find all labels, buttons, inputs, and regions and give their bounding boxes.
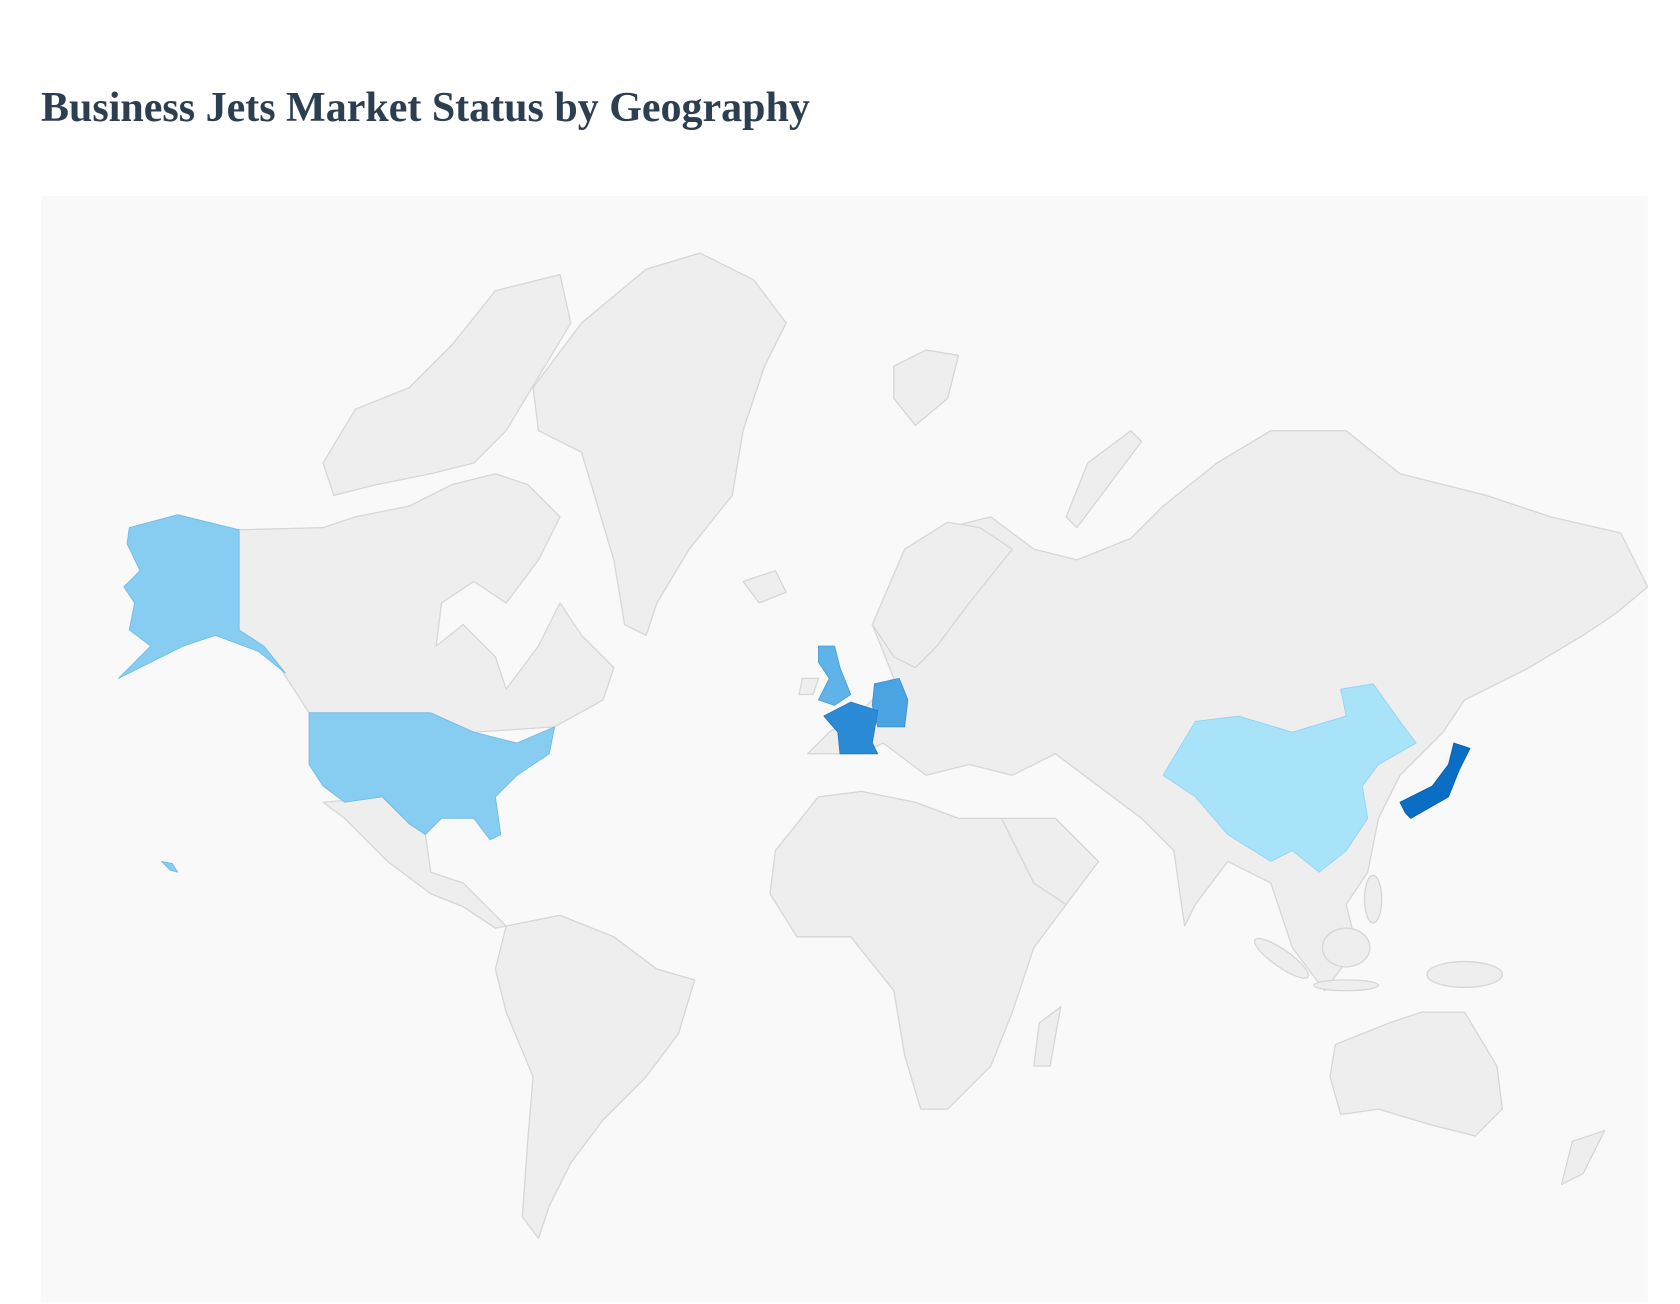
philippines xyxy=(1363,874,1383,924)
land-layer xyxy=(238,252,1649,1239)
region-japan[interactable] xyxy=(1399,742,1471,819)
region-usa-alaska[interactable] xyxy=(118,514,286,679)
borneo xyxy=(1321,927,1371,968)
region-china[interactable] xyxy=(1162,683,1417,873)
eurasia[interactable] xyxy=(807,430,1649,992)
region-united-kingdom[interactable] xyxy=(818,645,852,706)
region-usa[interactable] xyxy=(308,712,556,841)
page-title: Business Jets Market Status by Geography xyxy=(41,85,810,131)
arabia[interactable] xyxy=(1000,817,1100,906)
russia-arctic-islands xyxy=(1065,430,1143,529)
africa[interactable] xyxy=(769,790,1067,1110)
svalbard xyxy=(893,349,960,426)
ireland[interactable] xyxy=(798,677,820,696)
highlighted-regions xyxy=(118,514,1471,873)
arctic-islands xyxy=(322,273,572,496)
iceland[interactable] xyxy=(742,570,787,604)
scandinavia[interactable] xyxy=(871,521,1013,669)
java xyxy=(1313,979,1380,992)
new-zealand[interactable] xyxy=(1560,1129,1606,1186)
sumatra xyxy=(1253,937,1310,979)
new-guinea xyxy=(1426,960,1503,989)
madagascar[interactable] xyxy=(1033,1006,1062,1067)
australia[interactable] xyxy=(1329,1011,1503,1137)
region-germany[interactable] xyxy=(871,677,909,728)
region-france[interactable] xyxy=(823,701,879,755)
region-usa-hawaii[interactable] xyxy=(161,861,179,873)
greenland[interactable] xyxy=(532,252,787,636)
south-america[interactable] xyxy=(494,914,696,1239)
